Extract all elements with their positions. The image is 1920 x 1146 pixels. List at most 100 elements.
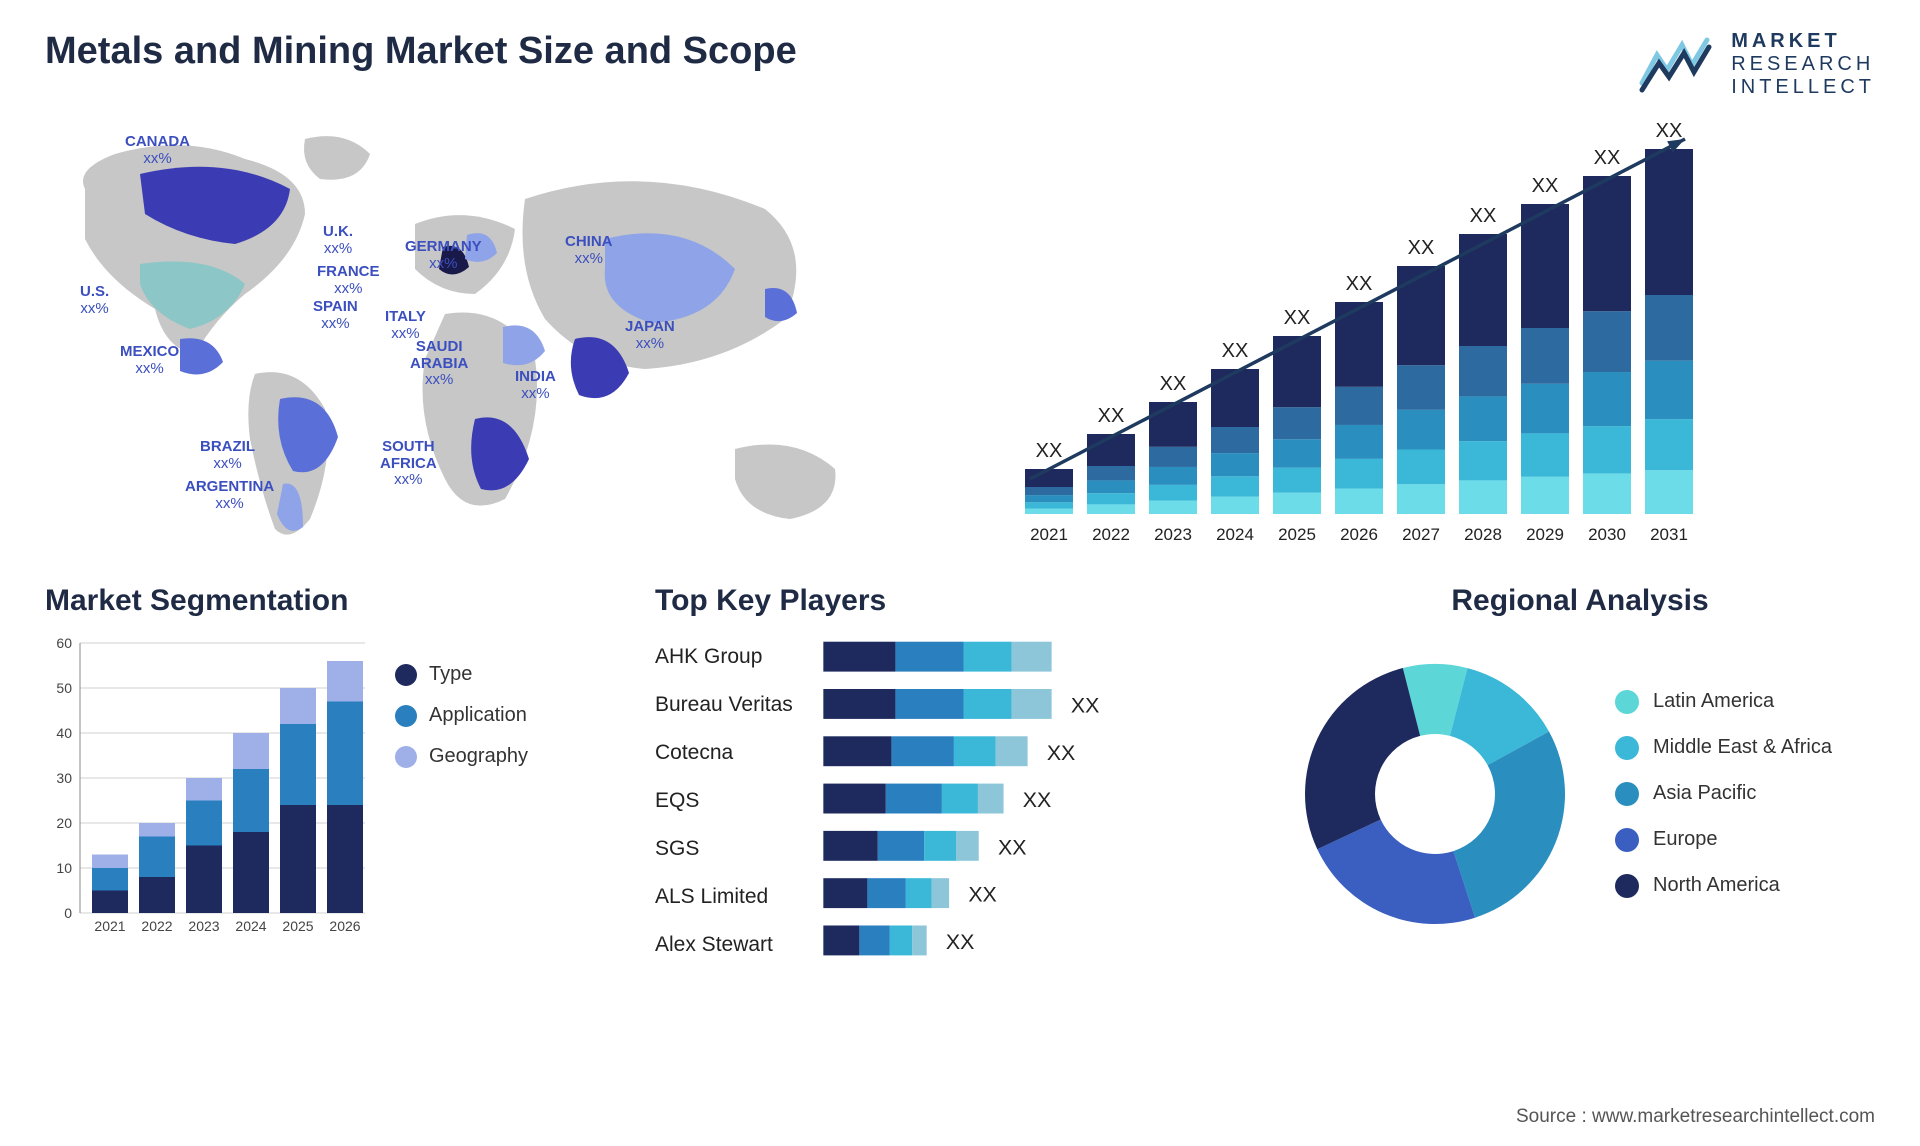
svg-text:2028: 2028 [1464,525,1502,544]
legend-swatch [395,746,417,768]
svg-text:2026: 2026 [329,918,360,934]
svg-text:XX: XX [1656,120,1683,142]
segmentation-legend: Type Application Geography [395,633,615,954]
svg-text:50: 50 [56,680,72,696]
player-name: Bureau Veritas [655,693,793,717]
svg-text:XX: XX [1594,147,1621,169]
country-label: SAUDIARABIAxx% [410,339,468,389]
svg-text:XX: XX [1160,373,1187,395]
growth-bar-chart: 2021 XX 2022 XX 2023 XX 2024 XX 2025 XX 2026 XX 2027… [975,119,1875,549]
legend-label: Geography [429,745,528,768]
legend-label: Middle East & Africa [1653,736,1832,759]
svg-text:2025: 2025 [282,918,313,934]
svg-text:2027: 2027 [1402,525,1440,544]
legend-item: North America [1615,874,1875,898]
world-map: CANADAxx%U.S.xx%MEXICOxx%BRAZILxx%ARGENT… [45,119,915,549]
regional-legend: Latin America Middle East & Africa Asia Pa… [1615,690,1875,898]
country-label: U.K.xx% [323,224,353,257]
regional-donut [1285,644,1585,944]
svg-text:XX: XX [1408,237,1435,259]
legend-swatch [395,705,417,727]
svg-text:XX: XX [1470,205,1497,227]
brand-logo: MARKET RESEARCH INTELLECT [1637,30,1875,99]
svg-text:2024: 2024 [1216,525,1254,544]
page-title: Metals and Mining Market Size and Scope [45,30,797,73]
svg-text:2022: 2022 [141,918,172,934]
player-name: Cotecna [655,741,793,765]
svg-text:60: 60 [56,635,72,651]
svg-text:XX: XX [968,883,997,907]
country-label: CANADAxx% [125,134,190,167]
svg-text:XX: XX [1346,273,1373,295]
key-players-names: AHK Group Bureau Veritas Cotecna EQS SGS ALS … [655,633,793,969]
legend-swatch [1615,782,1639,806]
svg-text:2026: 2026 [1340,525,1378,544]
legend-swatch [1615,874,1639,898]
svg-text:2021: 2021 [1030,525,1068,544]
country-label: INDIAxx% [515,369,556,402]
legend-swatch [395,664,417,686]
svg-text:XX: XX [1036,440,1063,462]
svg-text:XX: XX [1023,788,1052,812]
legend-label: Application [429,704,527,727]
player-name: ALS Limited [655,885,793,909]
legend-swatch [1615,828,1639,852]
svg-text:20: 20 [56,815,72,831]
segmentation-title: Market Segmentation [45,584,615,618]
key-players-panel: Top Key Players AHK Group Bureau Veritas C… [655,584,1245,954]
svg-text:0: 0 [64,905,72,921]
logo-text-3: INTELLECT [1731,76,1875,99]
legend-item: Type [395,663,615,686]
legend-label: Latin America [1653,690,1774,713]
svg-text:XX: XX [1098,405,1125,427]
country-label: MEXICOxx% [120,344,179,377]
country-label: FRANCExx% [317,264,380,297]
svg-text:40: 40 [56,725,72,741]
legend-item: Geography [395,745,615,768]
svg-text:XX: XX [1222,340,1249,362]
legend-swatch [1615,690,1639,714]
svg-text:2021: 2021 [94,918,125,934]
legend-item: Europe [1615,828,1875,852]
logo-icon [1637,35,1717,95]
svg-text:2022: 2022 [1092,525,1130,544]
svg-text:XX: XX [998,835,1027,859]
player-name: SGS [655,837,793,861]
svg-text:2023: 2023 [188,918,219,934]
regional-panel: Regional Analysis Latin America Middle Ea… [1285,584,1875,954]
country-label: JAPANxx% [625,319,675,352]
legend-label: North America [1653,874,1780,897]
legend-label: Type [429,663,472,686]
regional-title: Regional Analysis [1285,584,1875,618]
country-label: BRAZILxx% [200,439,255,472]
country-label: ARGENTINAxx% [185,479,274,512]
legend-label: Europe [1653,828,1718,851]
legend-item: Application [395,704,615,727]
svg-text:2025: 2025 [1278,525,1316,544]
svg-text:XX: XX [1071,693,1100,717]
segmentation-panel: Market Segmentation 01020304050602021202… [45,584,615,954]
legend-item: Middle East & Africa [1615,736,1875,760]
legend-item: Latin America [1615,690,1875,714]
country-label: SPAINxx% [313,299,358,332]
key-players-title: Top Key Players [655,584,1245,618]
source-attribution: Source : www.marketresearchintellect.com [1516,1106,1875,1128]
svg-text:2023: 2023 [1154,525,1192,544]
player-name: EQS [655,789,793,813]
svg-text:2024: 2024 [235,918,266,934]
key-players-chart: XXXXXXXXXXXX [818,633,1245,964]
player-name: Alex Stewart [655,933,793,957]
country-label: SOUTHAFRICAxx% [380,439,437,489]
svg-text:30: 30 [56,770,72,786]
player-name: AHK Group [655,645,793,669]
svg-text:2029: 2029 [1526,525,1564,544]
legend-item: Asia Pacific [1615,782,1875,806]
logo-text-1: MARKET [1731,30,1875,53]
segmentation-chart: 0102030405060202120222023202420252026 [45,633,375,943]
country-label: CHINAxx% [565,234,613,267]
svg-text:XX: XX [1532,175,1559,197]
logo-text-2: RESEARCH [1731,53,1875,76]
svg-text:XX: XX [1047,741,1076,765]
legend-label: Asia Pacific [1653,782,1756,805]
legend-swatch [1615,736,1639,760]
